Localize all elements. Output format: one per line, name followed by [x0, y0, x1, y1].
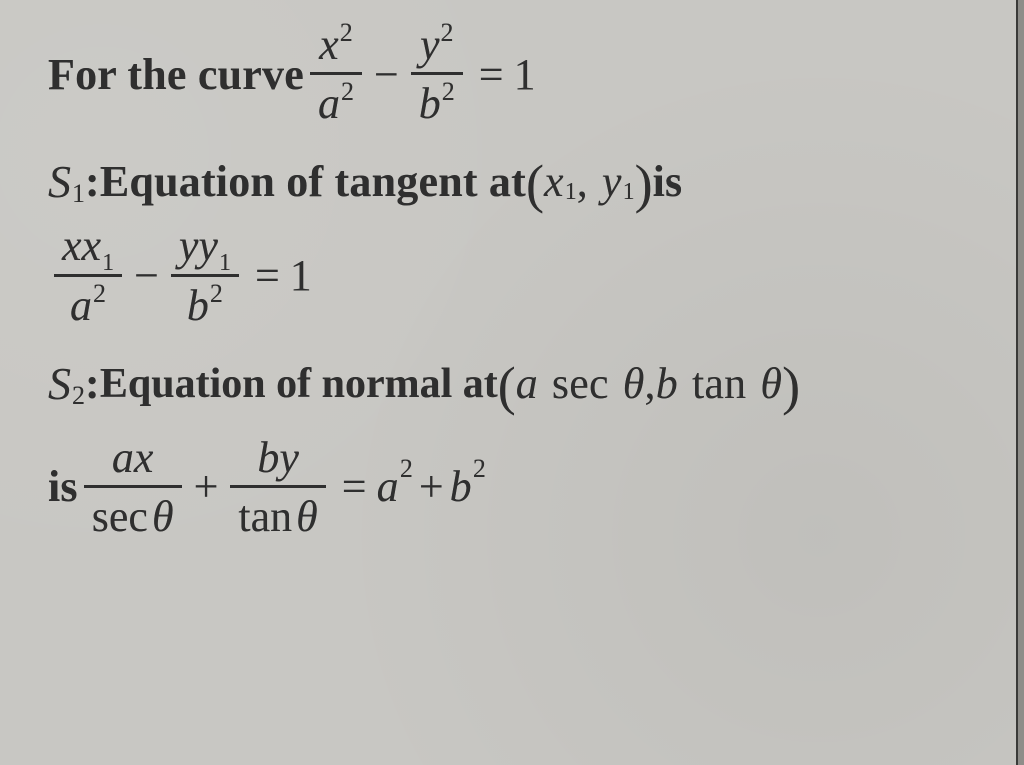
plus-sign: + [419, 465, 444, 509]
fraction-bar [310, 72, 362, 75]
line-curve-definition: For the curve x2 a2 − y2 b2 = 1 [48, 22, 996, 127]
theta: θ [152, 492, 174, 541]
s2-statement: S2 : Equation of normal at ( a sec θ , b… [48, 357, 996, 411]
var-y1: y [198, 221, 218, 270]
plus-sign: + [194, 465, 219, 509]
var-b: b [257, 433, 279, 482]
theta: θ [623, 362, 645, 406]
fraction-y2-b2: y2 b2 [411, 22, 463, 127]
fraction-yy1-b2: yy1 b2 [171, 223, 239, 328]
fraction-x2-a2: x2 a2 [310, 22, 362, 127]
pt-y: y [602, 160, 622, 204]
comma: , [645, 362, 656, 406]
minus-sign: − [374, 53, 399, 97]
theta: θ [760, 362, 782, 406]
rparen: ) [782, 359, 800, 413]
s1-text-a: Equation of tangent at [100, 160, 526, 204]
rhs-b: b [450, 465, 472, 509]
pt-x-sub: 1 [565, 180, 577, 204]
fraction-bar [411, 72, 463, 75]
exp-2: 2 [341, 77, 354, 106]
prefix-text: For the curve [48, 53, 304, 97]
var-a: a [318, 79, 340, 128]
fraction-ax-sec: ax secθ [84, 435, 182, 540]
s2-label-sub: 2 [72, 383, 85, 409]
exp-2: 2 [210, 279, 223, 308]
var-a: a [70, 281, 92, 330]
var-a: a [516, 362, 538, 406]
fraction-bar [230, 485, 325, 488]
s2-label-var: S [48, 361, 71, 407]
exp-2: 2 [340, 18, 353, 47]
var-x: x [319, 20, 339, 69]
fn-sec: sec [92, 492, 148, 541]
equals-sign: = [342, 465, 367, 509]
exp-2: 2 [441, 18, 454, 47]
s1-text-b: is [653, 160, 683, 204]
colon: : [85, 160, 100, 204]
math-page: For the curve x2 a2 − y2 b2 = 1 S1 : Equ… [0, 0, 1024, 540]
s1-label-var: S [48, 159, 71, 205]
var-y: y [420, 20, 440, 69]
lparen: ( [498, 359, 516, 413]
var-x: x [62, 221, 82, 270]
fraction-xx1-a2: xx1 a2 [54, 223, 122, 328]
fn-tan: tan [692, 362, 746, 406]
equals-sign: = [255, 254, 280, 298]
fraction-by-tan: by tanθ [230, 435, 325, 540]
exp-2: 2 [93, 279, 106, 308]
var-b: b [419, 79, 441, 128]
comma: , [577, 160, 588, 204]
var-a: a [112, 433, 134, 482]
var-b: b [187, 281, 209, 330]
rhs-1: 1 [290, 254, 312, 298]
exp-2: 2 [400, 456, 413, 482]
rhs-1: 1 [514, 53, 536, 97]
s1-statement: S1 : Equation of tangent at ( x1 , y1 ) … [48, 155, 996, 209]
fn-sec: sec [552, 362, 609, 406]
var-y: y [179, 221, 199, 270]
var-x: x [134, 433, 154, 482]
exp-2: 2 [442, 77, 455, 106]
exp-2: 2 [473, 456, 486, 482]
fraction-bar [84, 485, 182, 488]
prefix-is: is [48, 465, 78, 509]
pt-y-sub: 1 [623, 180, 635, 204]
var-x1: x [82, 221, 102, 270]
s1-equation: xx1 a2 − yy1 b2 = 1 [48, 223, 996, 328]
var-y: y [279, 433, 299, 482]
sub1: 1 [219, 250, 231, 276]
colon: : [85, 362, 100, 406]
var-b: b [656, 362, 678, 406]
minus-sign: − [134, 254, 159, 298]
s1-label-sub: 1 [72, 181, 85, 207]
pt-x: x [544, 160, 564, 204]
theta: θ [296, 492, 318, 541]
s2-text-a: Equation of normal at [100, 363, 498, 405]
rparen: ) [635, 157, 653, 211]
rhs-a: a [377, 465, 399, 509]
s2-equation: is ax secθ + by tanθ = a2 + b2 [48, 435, 996, 540]
sub1: 1 [102, 250, 114, 276]
lparen: ( [526, 157, 544, 211]
equals-sign: = [479, 53, 504, 97]
fn-tan: tan [238, 492, 292, 541]
